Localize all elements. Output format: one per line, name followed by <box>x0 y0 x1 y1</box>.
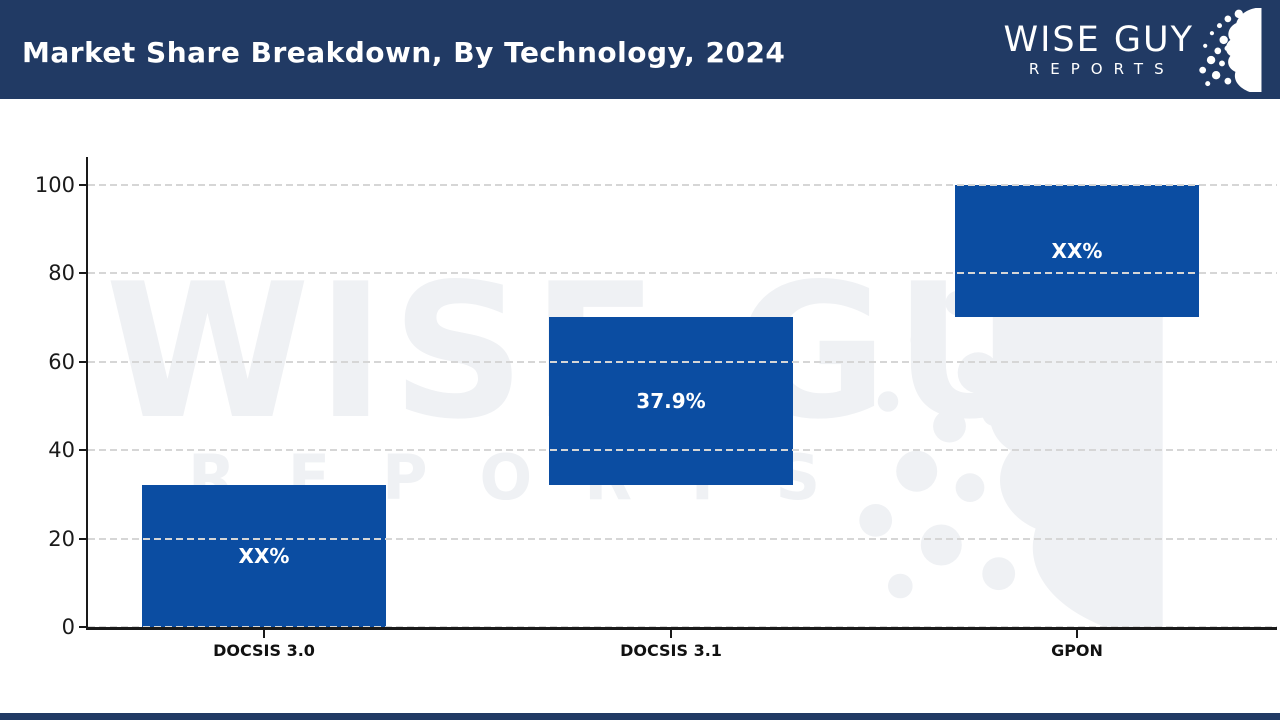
gridline-y-60 <box>88 360 1277 363</box>
y-tick-60 <box>79 360 88 363</box>
logo-face-icon <box>1178 8 1266 92</box>
gridline-y-20 <box>88 537 1277 540</box>
y-tick-20 <box>79 537 88 540</box>
gridline-y-100 <box>88 184 1277 186</box>
logo-text: WISE GUY REPORTS <box>1003 19 1194 79</box>
wise-guy-logo: WISE GUY REPORTS <box>1003 8 1266 92</box>
axis-layer: 0 20 40 60 80 100 XX% 37.9% XX% DOCSIS 3.0 DOCSIS … <box>0 99 1280 713</box>
x-tick-label-1: DOCSIS 3.1 <box>620 641 722 660</box>
x-tick-label-2: GPON <box>1051 641 1103 660</box>
chart-title: Market Share Breakdown, By Technology, 2… <box>22 36 786 69</box>
footer-bar <box>0 713 1280 720</box>
y-tick-label-60: 60 <box>48 349 75 374</box>
bar-docsis-3-0 <box>142 484 386 627</box>
chart-area: WISE GUY REPORTS 0 20 40 60 80 100 XX% 37.9% XX%… <box>0 99 1280 713</box>
y-axis-spine <box>86 157 88 629</box>
y-tick-100 <box>79 184 88 186</box>
bar-value-label: XX% <box>238 543 290 568</box>
y-tick-40 <box>79 449 88 452</box>
y-tick-label-0: 0 <box>61 615 75 639</box>
x-tick-2 <box>1076 629 1078 638</box>
header: Market Share Breakdown, By Technology, 2… <box>0 0 1280 99</box>
x-tick-0 <box>263 629 265 638</box>
gridline-y-80 <box>88 272 1277 275</box>
y-tick-label-80: 80 <box>48 261 75 286</box>
bar-docsis-3-1 <box>549 317 793 485</box>
y-tick-label-20: 20 <box>48 526 75 551</box>
bar-value-label: XX% <box>1051 239 1103 264</box>
y-tick-label-100: 100 <box>34 173 75 197</box>
logo-wordmark: WISE GUY <box>1003 19 1194 60</box>
bar-value-label: 37.9% <box>636 388 706 413</box>
y-tick-0 <box>79 626 88 628</box>
x-tick-label-0: DOCSIS 3.0 <box>213 641 315 660</box>
gridline-y-40 <box>88 449 1277 452</box>
x-axis-spine <box>86 627 1277 630</box>
y-tick-label-40: 40 <box>48 438 75 463</box>
x-tick-1 <box>670 629 672 638</box>
logo-subtext: REPORTS <box>1028 60 1175 79</box>
y-tick-80 <box>79 272 88 275</box>
